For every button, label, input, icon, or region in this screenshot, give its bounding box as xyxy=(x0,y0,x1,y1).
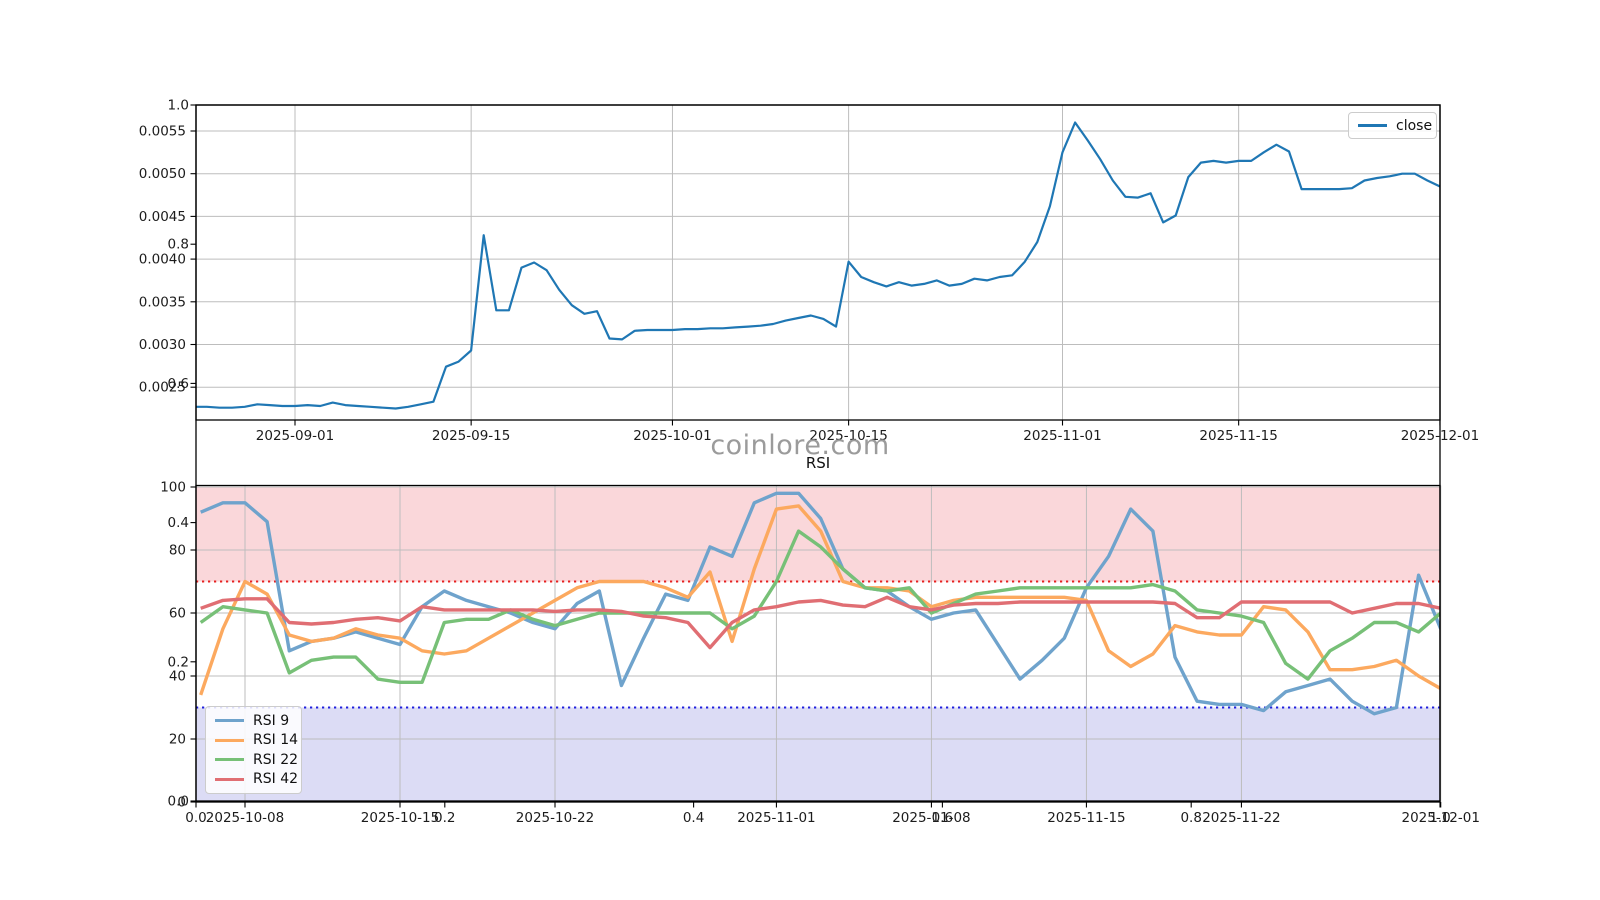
price-ytick-label: 0.0040 xyxy=(139,252,186,268)
price-ytick-label: 0.0025 xyxy=(139,380,186,396)
rsi-band-oversold xyxy=(196,707,1440,802)
rsi42-legend-label: RSI 42 xyxy=(253,771,299,788)
rsi-ytick-label: 100 xyxy=(160,480,186,496)
overlay-xtick-label: 0.6 xyxy=(932,810,953,826)
rsi-legend-row: RSI 9 xyxy=(206,711,301,731)
price-xtick-label: 2025-11-15 xyxy=(1199,428,1277,444)
rsi-tick-labels: 100 80 60 40 20 0 2025-10-08 2025-10-15 2025-10-… xyxy=(160,480,1480,827)
rsi-xtick-label: 2025-11-15 xyxy=(1047,810,1125,826)
rsi-ytick-label: 20 xyxy=(169,732,186,748)
rsi-ytick-label: 60 xyxy=(169,606,186,622)
overlay-xtick-label: 1.0 xyxy=(1429,810,1450,826)
price-xtick-label: 2025-10-01 xyxy=(633,428,711,444)
rsi9-legend-label: RSI 9 xyxy=(253,712,290,729)
rsi-xtick-label: 2025-11-22 xyxy=(1202,810,1280,826)
rsi-ytick-label: 0 xyxy=(177,795,186,811)
price-ytick-label: 0.0045 xyxy=(139,209,186,225)
price-legend-label: close xyxy=(1396,117,1433,134)
close-line-swatch xyxy=(1358,124,1387,127)
rsi42-line-swatch xyxy=(215,777,244,781)
rsi22-legend-label: RSI 22 xyxy=(253,751,299,768)
rsi-xtick-label: 2025-11-01 xyxy=(737,810,815,826)
price-ytick-label: 0.0050 xyxy=(139,166,186,182)
rsi14-line-swatch xyxy=(215,738,244,742)
overlay-xtick-label: 0.0 xyxy=(185,810,206,826)
overlay-ytick-label: 0.4 xyxy=(168,515,189,531)
rsi-band-overbought xyxy=(196,487,1440,582)
price-legend: close xyxy=(1348,112,1437,139)
price-ytick-label: 0.0055 xyxy=(139,124,186,140)
price-xtick-label: 2025-11-01 xyxy=(1023,428,1101,444)
overlay-xtick-label: 0.8 xyxy=(1180,810,1201,826)
rsi-xtick-label: 2025-12-01 xyxy=(1401,810,1479,826)
overlay-xtick-label: 0.4 xyxy=(683,810,704,826)
price-axes-box xyxy=(195,104,1441,421)
watermark: coinlore.com xyxy=(710,430,890,461)
rsi22-line-swatch xyxy=(215,758,244,762)
rsi-xtick-label: 2025-10-22 xyxy=(516,810,594,826)
rsi-xtick-label: 2025-10-08 xyxy=(206,810,284,826)
overlay-ytick-label: 0.8 xyxy=(168,237,189,253)
rsi-legend-row: RSI 42 xyxy=(206,770,301,790)
overlay-ytick-label: 1.0 xyxy=(168,98,189,114)
line-rsi-14 xyxy=(199,504,1440,696)
overlay-ytick-label: 0.6 xyxy=(168,376,189,392)
overlay-axis: 1.0 0.8 0.6 0.4 0.2 0.00.0 0.2 0.4 0.6 0.8 1.0 xyxy=(168,98,1451,827)
rsi14-legend-label: RSI 14 xyxy=(253,732,299,749)
rsi-xtick-label: 2025-11-08 xyxy=(892,810,970,826)
rsi-legend-row: RSI 22 xyxy=(206,750,301,770)
price-xtick-label: 2025-10-15 xyxy=(809,428,887,444)
price-xtick-label: 2025-09-01 xyxy=(256,428,334,444)
rsi-chart-title: RSI xyxy=(805,454,831,472)
line-rsi-42 xyxy=(200,595,1440,650)
rsi-chart: 100 80 60 40 20 0 2025-10-08 2025-10-15 2025-10-… xyxy=(160,480,1480,827)
price-xtick-label: 2025-09-15 xyxy=(432,428,510,444)
line-rsi-9 xyxy=(200,491,1440,716)
rsi-legend-row: RSI 14 xyxy=(206,731,301,751)
close-line xyxy=(196,121,1440,410)
price-ytick-label: 0.0030 xyxy=(139,337,186,353)
overlay-axes-box xyxy=(195,104,1441,802)
overlay-xtick-label: 0.2 xyxy=(434,810,455,826)
price-chart: 0.0055 0.0050 0.0045 0.0040 0.0035 0.0030 0.00… xyxy=(139,104,1479,445)
rsi-xtick-label: 2025-10-15 xyxy=(361,810,439,826)
rsi9-line-swatch xyxy=(215,719,244,723)
price-grid xyxy=(196,105,1441,420)
rsi-legend: RSI 9 RSI 14 RSI 22 RSI 42 xyxy=(205,706,302,794)
overlay-ytick-label: 0.0 xyxy=(168,794,189,810)
price-tick-labels: 0.0055 0.0050 0.0045 0.0040 0.0035 0.0030 0.00… xyxy=(139,124,1479,445)
price-ytick-label: 0.0035 xyxy=(139,294,186,310)
line-rsi-22 xyxy=(199,529,1440,684)
overlay-ytick-label: 0.2 xyxy=(168,654,189,670)
rsi-ytick-label: 80 xyxy=(169,543,186,559)
rsi-ytick-label: 40 xyxy=(169,669,186,685)
